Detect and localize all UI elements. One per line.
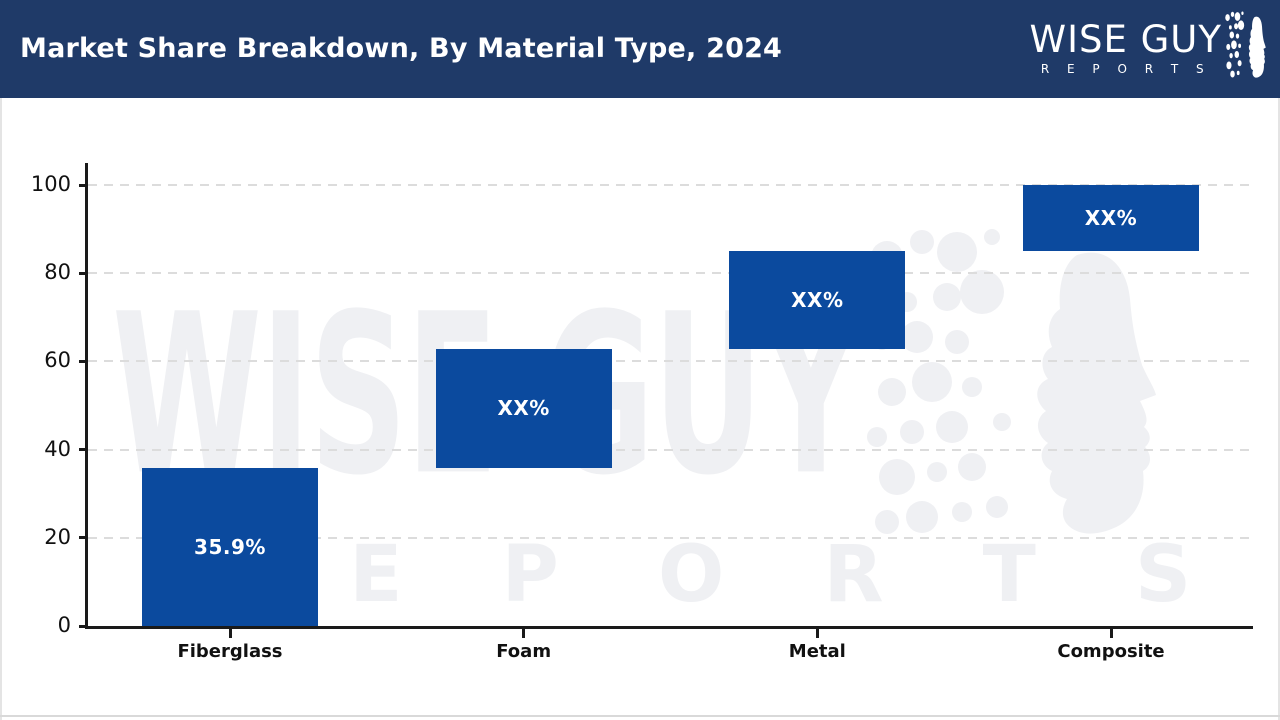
gridline-20 [88, 536, 1253, 539]
y-tick-80 [79, 271, 88, 275]
x-tick-composite [1109, 629, 1113, 638]
y-tick-20 [79, 536, 88, 540]
bar-value-label: XX% [791, 287, 844, 312]
brand-logo: WISE GUY R E P O R T S [1030, 10, 1268, 86]
gridline-100 [88, 184, 1253, 186]
x-tick-foam [522, 629, 526, 638]
y-tick-100 [79, 183, 88, 187]
y-axis-label-100: 100 [30, 172, 71, 196]
header: Market Share Breakdown, By Material Type… [0, 0, 1280, 98]
x-axis-label-foam: Foam [496, 641, 552, 662]
logo-subtitle: R E P O R T S [1040, 62, 1211, 76]
x-tick-metal [815, 629, 819, 638]
y-tick-60 [79, 359, 88, 363]
bar-value-label: 35.9% [194, 534, 266, 559]
y-tick-40 [79, 448, 88, 452]
y-axis-line [85, 163, 88, 629]
watermark-face-icon [867, 229, 1156, 534]
x-axis-label-composite: Composite [1057, 641, 1165, 662]
bar-value-label: XX% [497, 396, 550, 421]
y-tick-0 [79, 624, 88, 628]
left-border-rule [0, 98, 2, 720]
page-title: Market Share Breakdown, By Material Type… [20, 33, 783, 64]
watermark-subtitle: R E P O R T S [190, 530, 1228, 620]
footer-divider-rule [0, 715, 1280, 717]
x-axis-label-fiberglass: Fiberglass [177, 641, 283, 662]
gridline-60 [88, 360, 1253, 363]
y-axis-label-60: 60 [44, 348, 71, 373]
right-border-rule [1278, 98, 1280, 720]
bar-foam: XX% [435, 348, 612, 468]
bar-composite: XX% [1023, 185, 1199, 251]
brand-logo-text: WISE GUY R E P O R T S [1029, 18, 1222, 77]
bar-fiberglass: 35.9% [142, 467, 318, 626]
y-axis-label-0: 0 [57, 613, 71, 637]
x-axis-line [85, 626, 1253, 629]
bar-value-label: XX% [1084, 205, 1138, 230]
y-axis-label-40: 40 [44, 436, 71, 461]
y-axis-label-20: 20 [44, 524, 71, 549]
gridline-80 [88, 272, 1253, 275]
gridline-40 [88, 448, 1253, 451]
bar-metal: XX% [729, 250, 906, 349]
y-axis-label-80: 80 [44, 260, 71, 285]
x-tick-fiberglass [228, 629, 232, 638]
logo-face-icon [1225, 11, 1266, 78]
x-axis-label-metal: Metal [788, 641, 846, 662]
logo-wordmark: WISE GUY [1029, 18, 1222, 61]
